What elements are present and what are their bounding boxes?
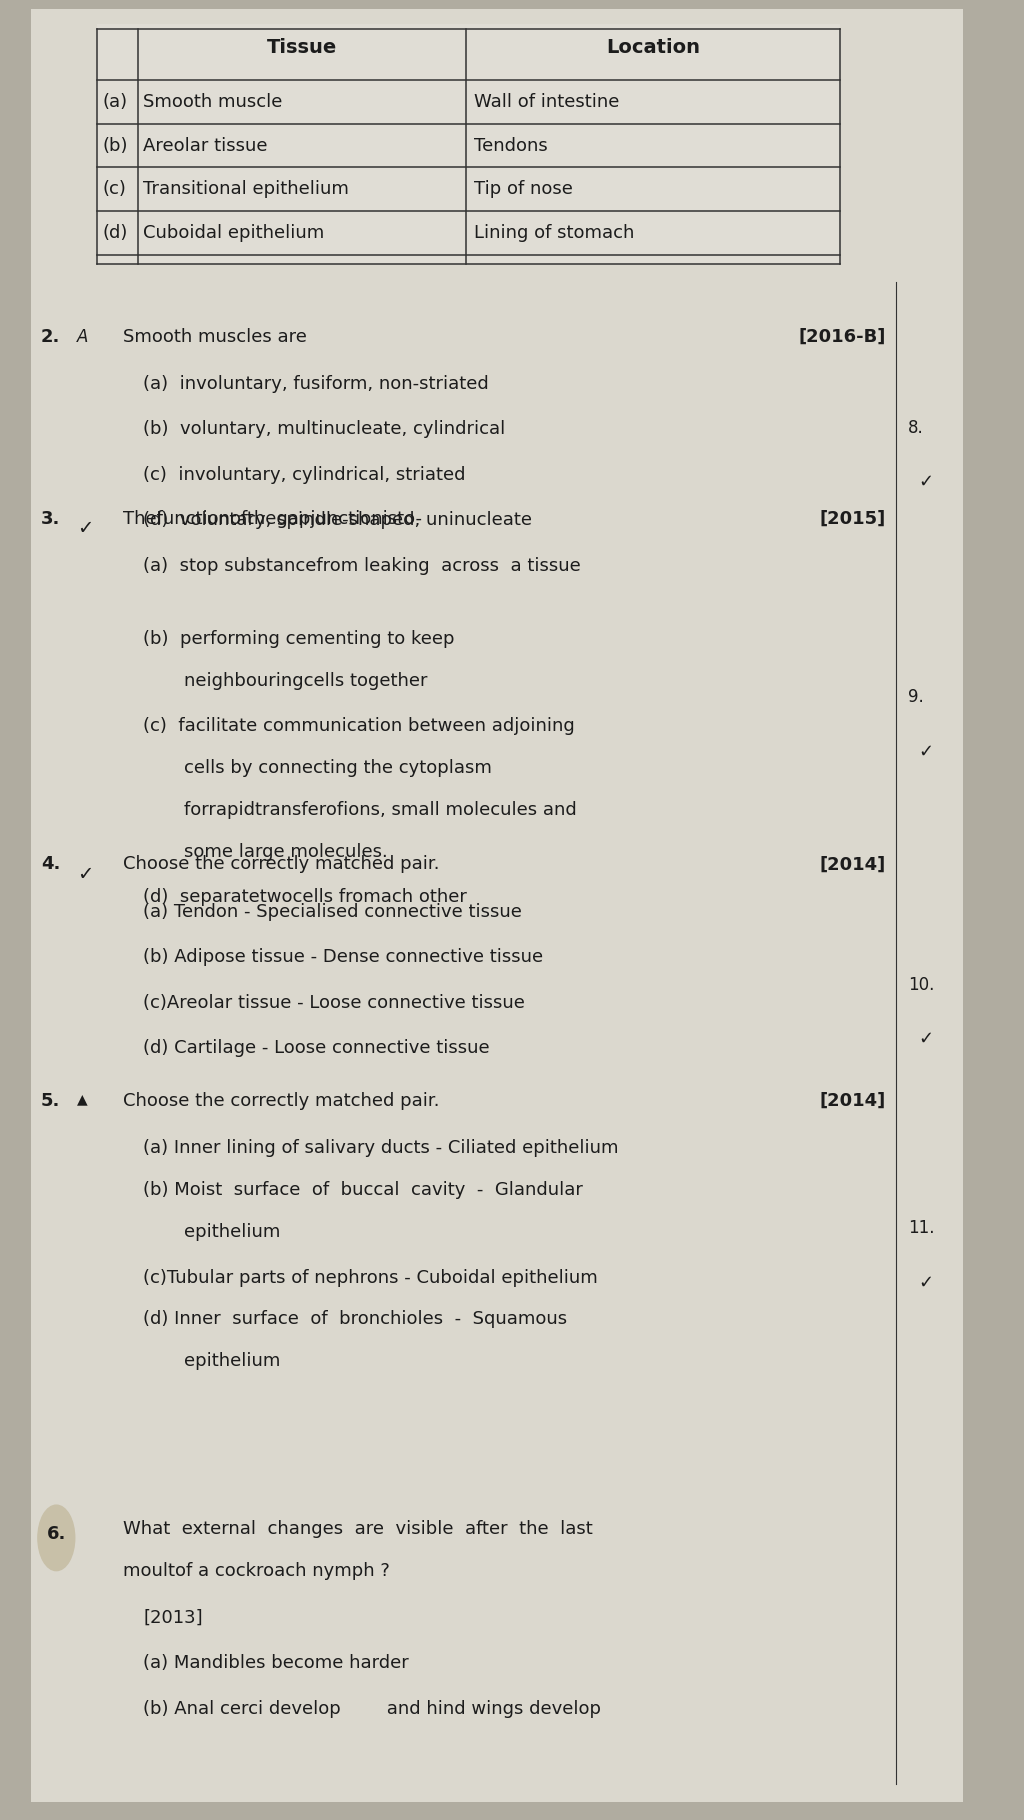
- Text: (d): (d): [102, 224, 128, 242]
- Text: moultof a cockroach nymph ?: moultof a cockroach nymph ?: [123, 1562, 390, 1580]
- Text: ✓: ✓: [919, 1030, 934, 1048]
- Text: A: A: [77, 328, 88, 346]
- Text: (c)  facilitate communication between adjoining: (c) facilitate communication between adj…: [143, 717, 575, 735]
- Text: [2014]: [2014]: [819, 1092, 886, 1110]
- Text: ✓: ✓: [919, 743, 934, 761]
- Text: [2014]: [2014]: [819, 855, 886, 874]
- Text: (a) Mandibles become harder: (a) Mandibles become harder: [143, 1654, 410, 1673]
- Text: Lining of stomach: Lining of stomach: [474, 224, 635, 242]
- Text: (d) Cartilage - Loose connective tissue: (d) Cartilage - Loose connective tissue: [143, 1039, 490, 1057]
- Text: Tendons: Tendons: [474, 136, 548, 155]
- Text: Areolar tissue: Areolar tissue: [143, 136, 268, 155]
- Text: Choose the correctly matched pair.: Choose the correctly matched pair.: [123, 855, 439, 874]
- Text: (a): (a): [102, 93, 128, 111]
- Text: 10.: 10.: [908, 976, 935, 994]
- Text: epithelium: epithelium: [184, 1223, 281, 1241]
- Text: 5.: 5.: [41, 1092, 60, 1110]
- Text: (b) Adipose tissue - Dense connective tissue: (b) Adipose tissue - Dense connective ti…: [143, 948, 544, 966]
- Text: Location: Location: [606, 38, 699, 56]
- Text: (b)  voluntary, multinucleate, cylindrical: (b) voluntary, multinucleate, cylindrica…: [143, 420, 506, 439]
- Text: Smooth muscles are: Smooth muscles are: [123, 328, 307, 346]
- Text: Thefunctionofthegapjunctionisto-: Thefunctionofthegapjunctionisto-: [123, 510, 422, 528]
- Text: Cuboidal epithelium: Cuboidal epithelium: [143, 224, 325, 242]
- Text: Wall of intestine: Wall of intestine: [474, 93, 620, 111]
- Text: Tip of nose: Tip of nose: [474, 180, 573, 198]
- Text: neighbouringcells together: neighbouringcells together: [184, 672, 428, 690]
- Text: (d)  separatetwocells fromach other: (d) separatetwocells fromach other: [143, 888, 467, 906]
- Text: [2016-B]: [2016-B]: [799, 328, 886, 346]
- Text: Choose the correctly matched pair.: Choose the correctly matched pair.: [123, 1092, 439, 1110]
- Text: Smooth muscle: Smooth muscle: [143, 93, 283, 111]
- Text: ▲: ▲: [77, 1092, 87, 1107]
- Text: 8.: 8.: [908, 419, 924, 437]
- Text: (b) Anal cerci develop        and hind wings develop: (b) Anal cerci develop and hind wings de…: [143, 1700, 601, 1718]
- Text: (b)  performing cementing to keep: (b) performing cementing to keep: [143, 630, 455, 648]
- Text: cells by connecting the cytoplasm: cells by connecting the cytoplasm: [184, 759, 493, 777]
- Text: (c): (c): [102, 180, 126, 198]
- Text: (b) Moist  surface  of  buccal  cavity  -  Glandular: (b) Moist surface of buccal cavity - Gla…: [143, 1181, 584, 1199]
- Text: What  external  changes  are  visible  after  the  last: What external changes are visible after …: [123, 1520, 593, 1538]
- Text: (c)  involuntary, cylindrical, striated: (c) involuntary, cylindrical, striated: [143, 466, 466, 484]
- Text: epithelium: epithelium: [184, 1352, 281, 1370]
- Text: (a)  involuntary, fusiform, non-striated: (a) involuntary, fusiform, non-striated: [143, 375, 489, 393]
- Text: forrapidtransferofions, small molecules and: forrapidtransferofions, small molecules …: [184, 801, 578, 819]
- Text: (a) Tendon - Specialised connective tissue: (a) Tendon - Specialised connective tiss…: [143, 903, 522, 921]
- Text: [2015]: [2015]: [819, 510, 886, 528]
- Text: Tissue: Tissue: [267, 38, 337, 56]
- Text: ✓: ✓: [77, 519, 93, 537]
- Text: 2.: 2.: [41, 328, 60, 346]
- Circle shape: [38, 1505, 75, 1571]
- Text: [2013]: [2013]: [143, 1609, 203, 1627]
- Text: (c)Tubular parts of nephrons - Cuboidal epithelium: (c)Tubular parts of nephrons - Cuboidal …: [143, 1269, 598, 1287]
- Text: (a) Inner lining of salivary ducts - Ciliated epithelium: (a) Inner lining of salivary ducts - Cil…: [143, 1139, 618, 1158]
- Text: Transitional epithelium: Transitional epithelium: [143, 180, 349, 198]
- Text: (d)  voluntary, spindle-shaped, uninucleate: (d) voluntary, spindle-shaped, uninuclea…: [143, 511, 532, 530]
- Text: 9.: 9.: [908, 688, 924, 706]
- Text: ✓: ✓: [919, 473, 934, 491]
- Text: ✓: ✓: [919, 1274, 934, 1292]
- Text: 6.: 6.: [47, 1525, 66, 1543]
- Text: (d) Inner  surface  of  bronchioles  -  Squamous: (d) Inner surface of bronchioles - Squam…: [143, 1310, 567, 1329]
- Text: 11.: 11.: [908, 1219, 935, 1238]
- Text: (c)Areolar tissue - Loose connective tissue: (c)Areolar tissue - Loose connective tis…: [143, 994, 525, 1012]
- Text: 3.: 3.: [41, 510, 60, 528]
- Text: (b): (b): [102, 136, 128, 155]
- Text: (a)  stop substancefrom leaking  across  a tissue: (a) stop substancefrom leaking across a …: [143, 557, 581, 575]
- Text: some large molecules.: some large molecules.: [184, 843, 388, 861]
- Text: ✓: ✓: [77, 864, 93, 883]
- Bar: [97, 24, 840, 264]
- Text: 4.: 4.: [41, 855, 60, 874]
